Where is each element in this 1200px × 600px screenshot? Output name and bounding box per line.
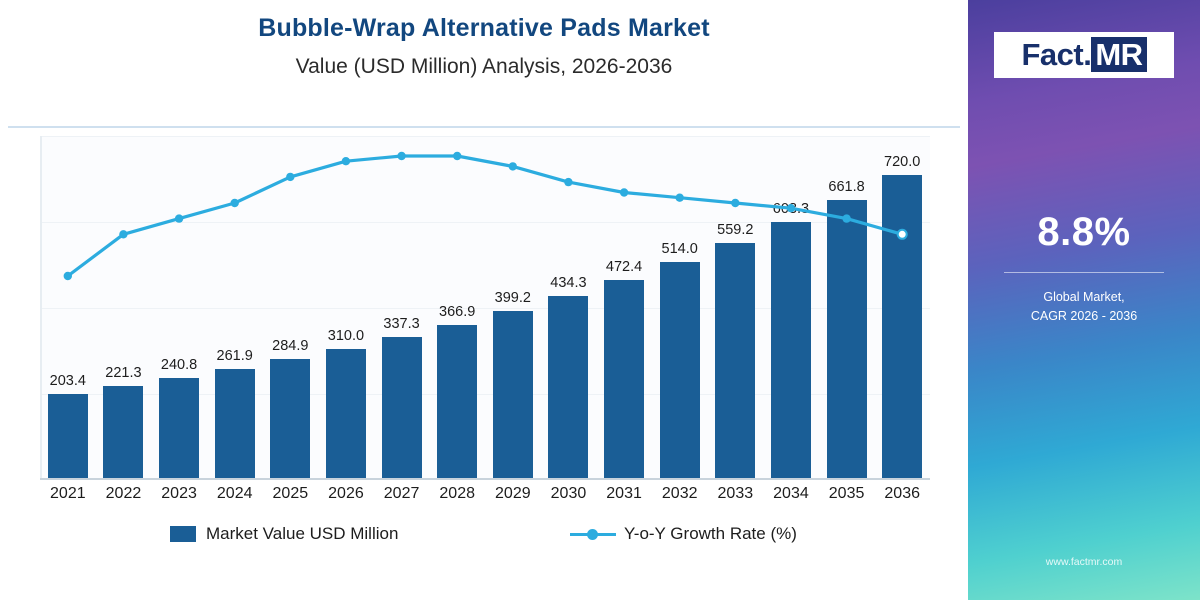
x-axis-label-2035: 2035 xyxy=(828,485,865,502)
x-axis-label-2024: 2024 xyxy=(216,485,253,502)
title-block: Bubble-Wrap Alternative Pads Market Valu… xyxy=(0,14,968,79)
bar-2022 xyxy=(103,386,144,480)
bar-value-label: 284.9 xyxy=(272,338,309,355)
bar-2024 xyxy=(214,369,255,480)
legend-item-growth-rate[interactable]: Y-o-Y Growth Rate (%) xyxy=(570,524,797,544)
x-axis-label-2028: 2028 xyxy=(439,485,475,502)
x-axis-label-2033: 2033 xyxy=(717,485,754,502)
legend-swatch-bar xyxy=(170,526,196,542)
x-axis-line xyxy=(40,478,930,480)
factmr-logo: Fact. MR xyxy=(994,32,1174,78)
x-axis-label-2034: 2034 xyxy=(773,485,809,502)
x-axis-label-2029: 2029 xyxy=(495,485,531,502)
bar-value-label: 366.9 xyxy=(439,303,476,320)
growth-point xyxy=(619,188,629,197)
growth-point xyxy=(174,214,184,223)
logo-mr: MR xyxy=(1091,37,1147,72)
website-url: www.factmr.com xyxy=(1045,556,1123,568)
bar-value-label: 399.2 xyxy=(494,289,531,306)
legend-swatch-line xyxy=(570,527,616,541)
bar-2035 xyxy=(826,199,867,480)
bar-2023 xyxy=(159,377,200,480)
growth-point xyxy=(230,198,239,208)
growth-point xyxy=(564,177,573,187)
chart-legend: Market Value USD Million Y-o-Y Growth Ra… xyxy=(40,524,930,558)
growth-point xyxy=(453,151,462,161)
gridline xyxy=(40,394,930,395)
bar-value-label: 720.0 xyxy=(884,153,921,170)
cagr-value: 8.8% xyxy=(1037,210,1131,254)
growth-line-series xyxy=(63,151,908,281)
bar-2025 xyxy=(270,359,311,480)
bar-2030 xyxy=(548,296,589,480)
bar-2026 xyxy=(325,348,366,480)
x-axis-label-2036: 2036 xyxy=(884,485,920,502)
bar-value-label: 261.9 xyxy=(216,348,253,365)
title-divider xyxy=(8,126,960,128)
logo-fact: Fact xyxy=(1021,37,1084,72)
growth-point xyxy=(731,198,740,208)
logo-text: Fact. MR xyxy=(1021,37,1147,73)
brand-panel: Fact. MR 8.8% Global Market, CAGR 2026 - … xyxy=(968,0,1200,600)
growth-point xyxy=(842,214,851,223)
bar-value-label: 221.3 xyxy=(105,365,142,382)
x-axis-label-2030: 2030 xyxy=(550,485,587,502)
bar-2032 xyxy=(659,262,700,480)
x-axis-label-2022: 2022 xyxy=(105,485,142,502)
legend-label-line: Y-o-Y Growth Rate (%) xyxy=(624,524,797,543)
x-axis-label-2023: 2023 xyxy=(161,485,197,502)
growth-point xyxy=(341,157,351,166)
bar-value-label: 559.2 xyxy=(717,222,754,239)
bar-2028 xyxy=(437,324,478,480)
bar-value-label: 472.4 xyxy=(605,258,643,275)
bar-2029 xyxy=(492,310,533,480)
cagr-divider xyxy=(1004,272,1164,273)
bar-value-label: 310.0 xyxy=(327,327,365,344)
bar-2021 xyxy=(47,393,88,480)
x-axis-label-2025: 2025 xyxy=(272,485,309,502)
x-axis-label-2021: 2021 xyxy=(50,485,86,502)
bar-value-label: 337.3 xyxy=(383,316,420,333)
growth-point xyxy=(119,230,128,239)
growth-point xyxy=(675,193,684,202)
chart-panel: Bubble-Wrap Alternative Pads Market Valu… xyxy=(0,14,968,558)
x-axis-label-2031: 2031 xyxy=(606,485,642,502)
legend-item-market-value[interactable]: Market Value USD Million xyxy=(170,524,398,544)
gridline xyxy=(40,308,930,309)
bar-2031 xyxy=(604,279,645,480)
gridline xyxy=(40,222,930,223)
gridline xyxy=(40,136,930,137)
x-axis-label-2027: 2027 xyxy=(383,485,420,502)
growth-point xyxy=(286,172,295,182)
cagr-caption-line2: CAGR 2026 - 2036 xyxy=(1030,308,1138,323)
plot-area: 203.4 221.3 240.8 261.9 284.9 310.0 337.3 366.9… xyxy=(40,136,930,480)
growth-point xyxy=(63,271,72,281)
cagr-caption-line1: Global Market, xyxy=(1043,290,1125,304)
bar-value-label: 661.8 xyxy=(828,178,865,195)
growth-point xyxy=(896,228,908,240)
bar-2034 xyxy=(770,222,811,480)
bar-value-label: 203.4 xyxy=(49,372,86,389)
x-axis-label-2032: 2032 xyxy=(661,485,698,502)
growth-point xyxy=(786,204,796,213)
page-title: Bubble-Wrap Alternative Pads Market xyxy=(258,14,710,42)
bar-value-label: 434.3 xyxy=(550,274,587,291)
bar-value-label: 240.8 xyxy=(160,356,198,373)
y-axis-line xyxy=(40,136,42,480)
logo-dot: . xyxy=(1083,37,1092,72)
chart-subtitle: Value (USD Million) Analysis, 2026-2036 xyxy=(295,55,673,78)
bar-2033 xyxy=(715,243,756,480)
bar-2027 xyxy=(381,337,422,480)
cagr-caption: Global Market, CAGR 2026 - 2036 xyxy=(968,288,1200,326)
growth-point xyxy=(508,162,517,171)
x-axis-label-2026: 2026 xyxy=(328,485,364,502)
x-axis-labels: 2021 2022 2023 2024 2025 2026 2027 2028 2029 2030… xyxy=(40,485,930,511)
growth-point xyxy=(397,151,406,161)
legend-label-bar: Market Value USD Million xyxy=(206,524,399,543)
bar-2036 xyxy=(882,174,923,480)
bar-value-label: 514.0 xyxy=(661,241,698,258)
